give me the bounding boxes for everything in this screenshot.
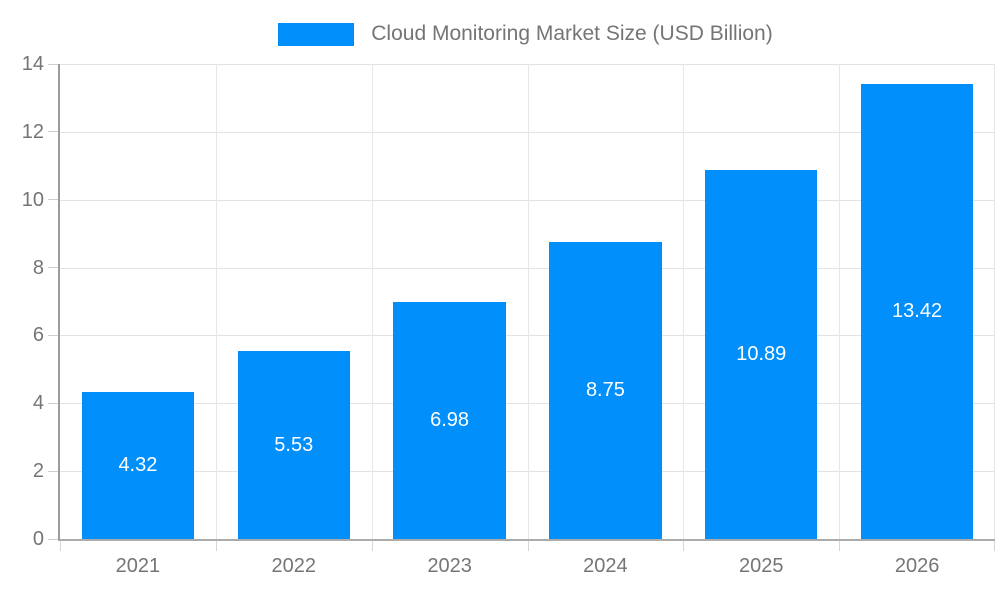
bar-value-label: 4.32 [118,454,158,477]
x-tick-mark [60,541,61,551]
y-tick-mark [48,267,58,269]
y-axis-tick-label: 4 [32,392,44,415]
x-tick-mark [683,541,685,551]
bar-value-label: 6.98 [430,409,470,432]
bar-value-label: 10.89 [736,342,787,365]
x-gridline [527,64,529,539]
x-axis-category-label: 2026 [894,555,940,577]
y-axis-tick-label: 6 [32,324,44,347]
x-axis-category-label: 2022 [271,555,317,577]
y-axis-tick-label: 12 [21,120,44,143]
legend-color-swatch [278,22,355,46]
y-axis-tick-label: 14 [21,53,44,75]
x-gridline [994,64,995,539]
legend-label: Cloud Monitoring Market Size (USD Billio… [371,22,773,45]
bar-2024[interactable]: 8.75 [549,242,662,539]
x-axis-category-label: 2025 [739,555,784,577]
bar-2025[interactable]: 10.89 [705,169,818,539]
y-axis-tick-label: 2 [32,460,44,483]
x-gridline [683,64,685,539]
bar-value-label: 13.42 [892,299,943,322]
bar-value-label: 5.53 [274,433,314,456]
y-tick-mark [48,334,58,336]
chart-legend[interactable]: Cloud Monitoring Market Size (USD Billio… [58,21,993,47]
x-tick-mark [371,541,373,551]
bar-2022[interactable]: 5.53 [237,351,350,539]
y-tick-mark [48,63,58,65]
y-tick-mark [48,402,58,404]
bar-2021[interactable]: 4.32 [81,392,194,539]
x-tick-mark [527,541,529,551]
y-axis-tick-label: 10 [21,188,44,211]
bar-2026[interactable]: 13.42 [860,83,974,539]
y-tick-mark [48,199,58,201]
y-axis-tick-label: 0 [32,528,44,550]
x-axis-category-label: 2021 [115,555,161,577]
y-axis-tick-label: 8 [32,256,44,279]
x-tick-mark [839,541,841,551]
y-tick-mark [48,470,58,472]
x-axis-category-label: 2023 [427,555,472,577]
x-gridline [215,64,217,539]
x-gridline [371,64,373,539]
bar-2023[interactable]: 6.98 [393,302,506,539]
x-tick-mark [994,541,995,551]
y-tick-mark [48,538,58,540]
y-tick-mark [48,131,58,133]
x-tick-mark [215,541,217,551]
bar-value-label: 8.75 [585,379,625,402]
plot-area: 0 2 4 6 8 10 12 14 4.32 2021 5.53 2022 6.98 2023 8.75 2… [22,53,995,577]
x-gridline [839,64,841,539]
x-axis-category-label: 2024 [583,555,628,577]
